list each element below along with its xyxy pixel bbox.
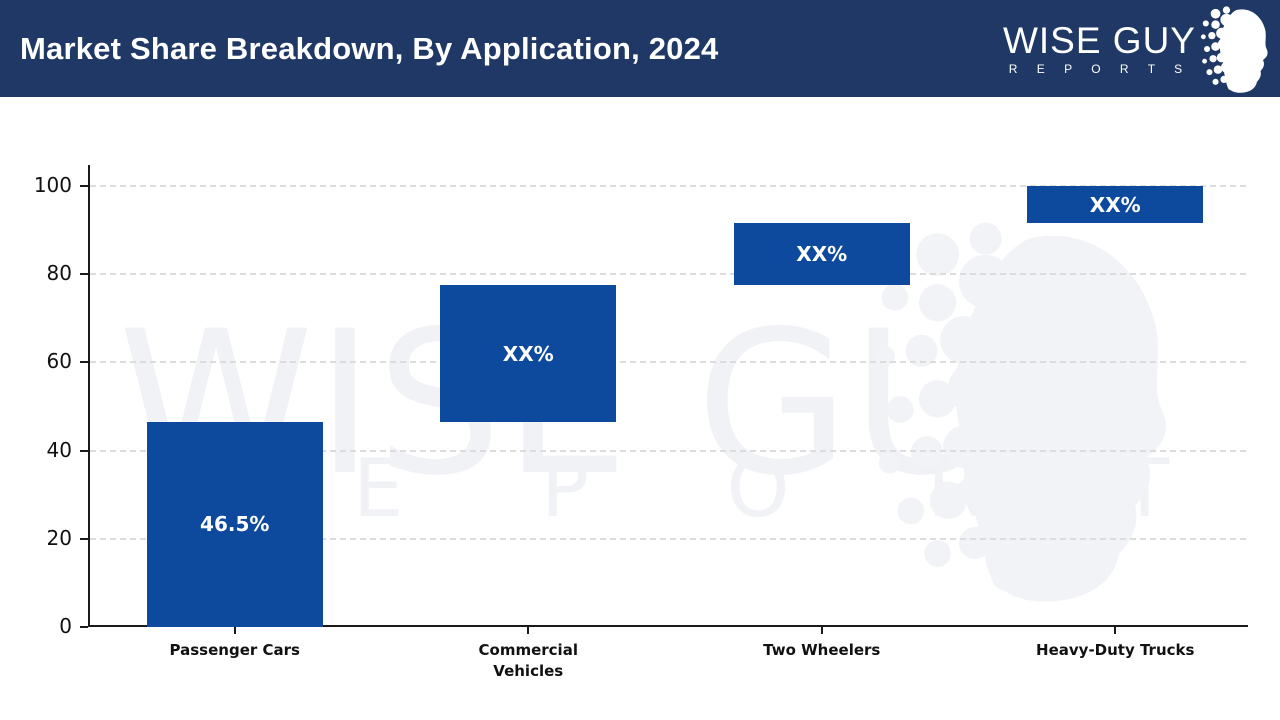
brand-wordmark: WISE GUY: [1002, 19, 1196, 61]
page-title: Market Share Breakdown, By Application, …: [20, 30, 719, 66]
x-tick-label: Two Wheelers: [712, 640, 932, 661]
bar-two-wheelers: XX%: [733, 223, 910, 286]
y-tick-mark: [80, 626, 88, 628]
axes-frame: [88, 165, 1248, 627]
y-tick-label: 0: [59, 614, 72, 638]
x-tick-label: Commercial Vehicles: [418, 640, 638, 682]
gridline-y-100: [90, 185, 1246, 187]
y-tick-mark: [80, 185, 88, 187]
bar-value-label: 46.5%: [200, 512, 270, 537]
x-tick-label-line: Passenger Cars: [169, 641, 300, 659]
x-tick-label: Heavy-Duty Trucks: [1005, 640, 1225, 661]
y-tick-label: 40: [46, 437, 72, 462]
y-tick-label: 60: [46, 349, 72, 374]
gridline-y-80: [90, 273, 1246, 276]
watermark-face-icon: [873, 222, 1167, 602]
bar-heavy-duty-trucks: XX%: [1027, 186, 1204, 224]
gridline-y-20: [90, 537, 1246, 540]
brand-logo: WISE GUY R E P O R T S: [1003, 0, 1272, 97]
y-tick-mark: [80, 449, 88, 452]
y-tick-mark: [80, 273, 88, 276]
x-tick-label-line: Vehicles: [493, 662, 564, 680]
y-tick-mark: [80, 537, 88, 540]
y-tick-label: 80: [46, 261, 72, 286]
y-tick-label: 100: [33, 173, 72, 197]
x-tick-mark: [1114, 627, 1117, 634]
header: Market Share Breakdown, By Application, …: [0, 0, 1280, 97]
bar-value-label: XX%: [502, 341, 554, 366]
chart-area: WISE GUY R E P O R T S 02040608010046.5%…: [0, 97, 1280, 720]
x-tick-label-line: Two Wheelers: [763, 641, 881, 659]
gridline-y-40: [90, 449, 1246, 452]
x-tick-label-line: Heavy-Duty Trucks: [1036, 641, 1195, 659]
x-tick-mark: [233, 627, 236, 634]
bar-value-label: XX%: [796, 242, 848, 267]
bar-value-label: XX%: [1089, 192, 1141, 217]
y-tick-label: 20: [46, 525, 72, 550]
gridline-y-60: [90, 361, 1246, 364]
brand-face-icon: [1200, 5, 1268, 93]
bar-commercial-vehicles: XX%: [440, 285, 617, 422]
bar-chart: 0 20 40 60 80 100 46.5% Passenger Cars XX% Commer…: [0, 97, 1280, 720]
y-tick-mark: [80, 361, 88, 364]
x-tick-label-line: Commercial: [478, 641, 578, 659]
x-tick-mark: [527, 627, 530, 634]
x-tick-mark: [820, 627, 823, 634]
brand-logo-text: WISE GUY R E P O R T S: [1003, 22, 1196, 76]
bar-passenger-cars: 46.5%: [146, 421, 323, 627]
x-tick-label: Passenger Cars: [125, 640, 345, 661]
brand-subtitle: R E P O R T S: [1008, 61, 1191, 76]
